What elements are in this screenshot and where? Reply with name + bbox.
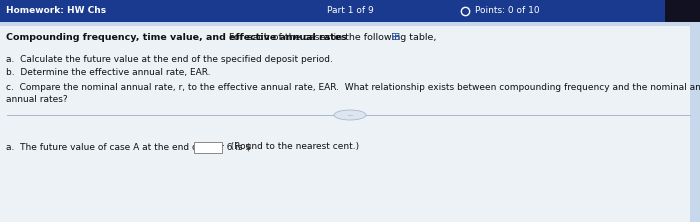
Text: b.  Determine the effective annual rate, EAR.: b. Determine the effective annual rate, …: [6, 69, 211, 77]
Text: Points: 0 of 10: Points: 0 of 10: [475, 6, 540, 16]
Text: a.  The future value of case A at the end of year 6 is $: a. The future value of case A at the end…: [6, 143, 251, 151]
Text: Homework: HW Chs: Homework: HW Chs: [6, 6, 106, 16]
Text: ⊞: ⊞: [391, 32, 401, 42]
Text: (Round to the nearest cent.): (Round to the nearest cent.): [225, 143, 358, 151]
Text: For each of the cases in the following table,: For each of the cases in the following t…: [223, 32, 436, 42]
Text: ...: ...: [347, 113, 353, 117]
Text: c.  Compare the nominal annual rate, r, to the effective annual rate, EAR.  What: c. Compare the nominal annual rate, r, t…: [6, 83, 700, 91]
Text: a.  Calculate the future value at the end of the specified deposit period.: a. Calculate the future value at the end…: [6, 54, 333, 63]
Text: annual rates?: annual rates?: [6, 95, 68, 105]
Text: Part 1 of 9: Part 1 of 9: [327, 6, 373, 16]
Bar: [0, 0, 700, 22]
Bar: [690, 26, 700, 222]
Text: Compounding frequency, time value, and effective annual rates: Compounding frequency, time value, and e…: [6, 32, 346, 42]
Bar: [665, 0, 700, 22]
Bar: [0, 26, 700, 222]
FancyBboxPatch shape: [194, 141, 222, 153]
Bar: [0, 22, 700, 26]
Ellipse shape: [334, 110, 366, 120]
